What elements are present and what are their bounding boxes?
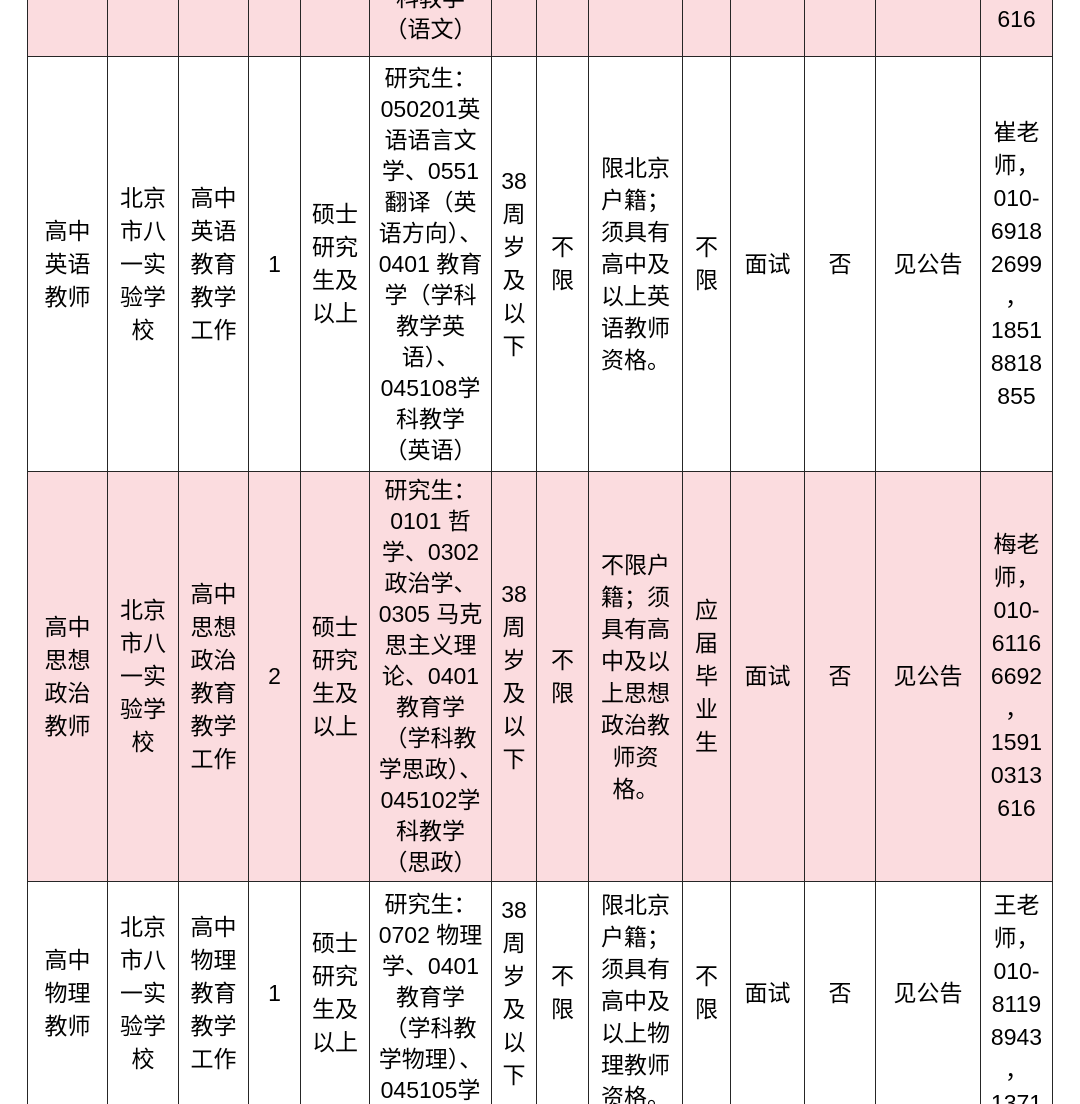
cell-position-name	[28, 0, 108, 57]
cell-other-requirements: 限北京 户籍； 须具有 高中及 以上英 语教师 资格。	[589, 57, 683, 472]
cell-gender	[537, 0, 589, 57]
cell-gender: 不 限	[537, 57, 589, 472]
cell-other-requirements: 限北京 户籍； 须具有 高中及 以上物 理教师 资格。	[589, 882, 683, 1104]
cell-announcement: 见公告	[876, 472, 981, 882]
cell-education: 硕士 研究 生及 以上	[301, 472, 370, 882]
cell-school: 北京 市八 一实 验学 校	[108, 57, 179, 472]
table-row: 科教学 （语文） 616	[28, 0, 1053, 57]
cell-headcount: 2	[249, 472, 301, 882]
cell-job-duties: 高中 思想 政治 教育 教学 工作	[179, 472, 249, 882]
cell-job-duties: 高中 物理 教育 教学 工作	[179, 882, 249, 1104]
cell-position-name: 高中 思想 政治 教师	[28, 472, 108, 882]
cell-headcount: 1	[249, 882, 301, 1104]
cell-age-limit: 38 周 岁 及 以 下	[492, 57, 537, 472]
cell-other-requirements	[589, 0, 683, 57]
cell-contact: 王老 师， 010- 8119 8943 ， 1371	[981, 882, 1053, 1104]
cell-candidate-source	[683, 0, 731, 57]
cell-gender: 不 限	[537, 882, 589, 1104]
cell-candidate-source: 应 届 毕 业 生	[683, 472, 731, 882]
cell-candidate-source: 不 限	[683, 882, 731, 1104]
cell-exam-method: 面试	[731, 57, 805, 472]
cell-announcement: 见公告	[876, 57, 981, 472]
cell-age-limit	[492, 0, 537, 57]
cell-education	[301, 0, 370, 57]
table-row: 高中 思想 政治 教师 北京 市八 一实 验学 校 高中 思想 政治 教育 教学…	[28, 472, 1053, 882]
table-row: 高中 物理 教师 北京 市八 一实 验学 校 高中 物理 教育 教学 工作 1 …	[28, 882, 1053, 1104]
cell-headcount	[249, 0, 301, 57]
cell-gender: 不 限	[537, 472, 589, 882]
cell-contact: 梅老 师， 010- 6116 6692 ， 1591 0313 616	[981, 472, 1053, 882]
cell-exam-method	[731, 0, 805, 57]
cell-headcount: 1	[249, 57, 301, 472]
cell-written-test: 否	[805, 57, 876, 472]
cell-education: 硕士 研究 生及 以上	[301, 882, 370, 1104]
cell-written-test: 否	[805, 882, 876, 1104]
cell-major-requirement: 研究生： 050201英 语语言文 学、0551 翻译（英 语方向）、 0401…	[370, 57, 492, 472]
cell-age-limit: 38 周 岁 及 以 下	[492, 882, 537, 1104]
cell-contact: 崔老 师， 010- 6918 2699 ， 1851 8818 855	[981, 57, 1053, 472]
cell-exam-method: 面试	[731, 882, 805, 1104]
cell-position-name: 高中 英语 教师	[28, 57, 108, 472]
cell-school: 北京 市八 一实 验学 校	[108, 472, 179, 882]
recruitment-table: 科教学 （语文） 616 高中 英语 教师 北京 市八 一实 验学 校 高中 英…	[27, 0, 1053, 1104]
cell-position-name: 高中 物理 教师	[28, 882, 108, 1104]
cell-announcement: 见公告	[876, 882, 981, 1104]
cell-written-test: 否	[805, 472, 876, 882]
cell-major-requirement: 研究生： 0702 物理 学、0401 教育学 （学科教 学物理）、 04510…	[370, 882, 492, 1104]
cell-other-requirements: 不限户 籍；须 具有高 中及以 上思想 政治教 师资 格。	[589, 472, 683, 882]
cell-contact: 616	[981, 0, 1053, 57]
cell-written-test	[805, 0, 876, 57]
cell-education: 硕士 研究 生及 以上	[301, 57, 370, 472]
cell-school: 北京 市八 一实 验学 校	[108, 882, 179, 1104]
cell-candidate-source: 不 限	[683, 57, 731, 472]
cell-major-requirement: 研究生： 0101 哲 学、0302 政治学、 0305 马克 思主义理 论、0…	[370, 472, 492, 882]
cell-school	[108, 0, 179, 57]
cell-major-requirement: 科教学 （语文）	[370, 0, 492, 57]
cell-exam-method: 面试	[731, 472, 805, 882]
cell-job-duties	[179, 0, 249, 57]
cell-job-duties: 高中 英语 教育 教学 工作	[179, 57, 249, 472]
cell-age-limit: 38 周 岁 及 以 下	[492, 472, 537, 882]
table-row: 高中 英语 教师 北京 市八 一实 验学 校 高中 英语 教育 教学 工作 1 …	[28, 57, 1053, 472]
cell-announcement	[876, 0, 981, 57]
